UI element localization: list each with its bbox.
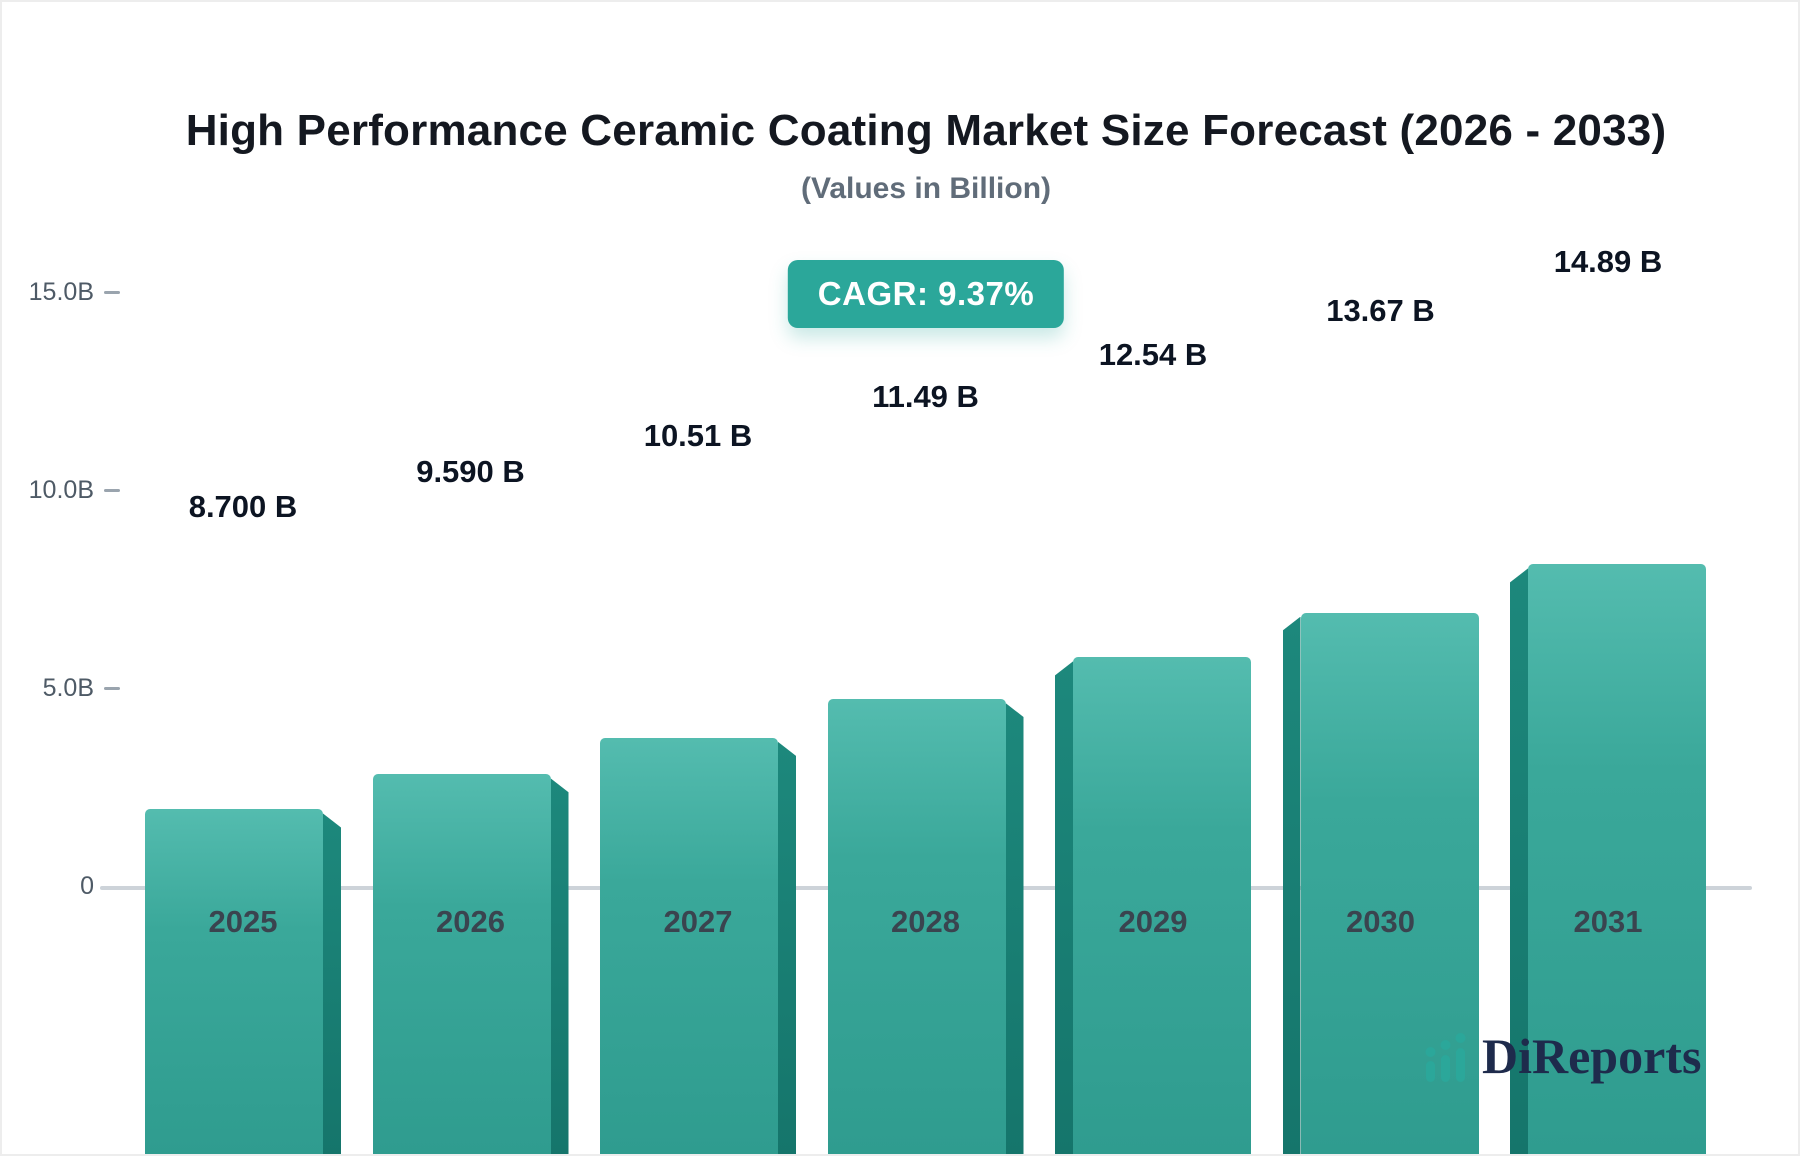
y-axis-tick-mark (104, 290, 120, 294)
bar-value-label: 11.49 B (872, 378, 979, 414)
bar-2028 (827, 699, 1006, 1154)
y-axis-tick-label: 0 (80, 872, 94, 900)
x-axis-label: 2025 (208, 904, 278, 939)
y-axis-tick-mark (104, 686, 120, 690)
bar-2031 (1528, 564, 1706, 1154)
bar-2025 (145, 809, 323, 1154)
bar-2026 (372, 774, 551, 1154)
bar-side-shade (550, 778, 569, 1154)
x-axis-label: 2031 (1573, 904, 1643, 939)
cagr-badge-label: CAGR: 9.37% (817, 275, 1035, 312)
chart-subtitle: (Values in Billion) (800, 172, 1052, 205)
bar-value-label: 9.590 B (416, 454, 525, 490)
chart-header: High Performance Ceramic Coating Market … (2, 2, 1798, 362)
bar-side-shade (778, 741, 796, 1154)
x-axis-label: 2030 (1346, 904, 1415, 939)
bar-side-shade (323, 813, 341, 1154)
bar-2029 (1073, 657, 1251, 1154)
bar-side-shade (1510, 568, 1528, 1154)
y-axis-tick-label: 5.0B (42, 674, 94, 702)
bar-value-label: 10.51 B (643, 417, 753, 453)
x-axis-label: 2028 (891, 904, 960, 939)
y-axis-tick-label: 10.0B (28, 476, 94, 504)
x-axis-label: 2027 (663, 904, 733, 939)
bar-value-label: 13.67 B (1326, 292, 1435, 328)
chart-title: High Performance Ceramic Coating Market … (185, 106, 1667, 155)
x-axis-label: 2029 (1118, 904, 1188, 939)
direports-logo-text: DiReports (1482, 1028, 1702, 1084)
x-axis-label: 2026 (436, 904, 505, 939)
direports-logo: DiReports (1420, 1028, 1701, 1084)
cagr-badge: CAGR: 9.37% (787, 260, 1065, 328)
bar-value-label: 14.89 B (1553, 244, 1663, 280)
bar-value-label: 8.700 B (188, 489, 298, 525)
bar-side-shade (1282, 616, 1301, 1154)
bar-side-shade (1005, 703, 1024, 1154)
bar-side-shade (1055, 661, 1073, 1154)
bar-value-label: 12.54 B (1098, 337, 1208, 373)
bar-2027 (600, 737, 778, 1154)
y-axis-tick-label: 15.0B (28, 278, 94, 306)
y-axis-tick-mark (104, 488, 120, 492)
direports-logo-icon (1425, 1033, 1466, 1082)
